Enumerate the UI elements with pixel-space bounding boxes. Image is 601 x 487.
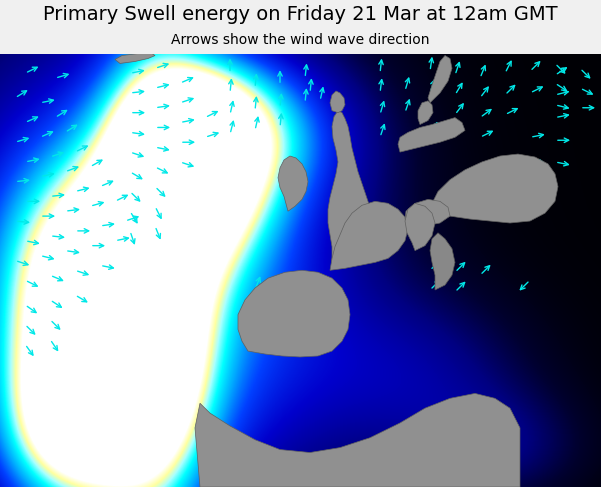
Text: Primary Swell energy on Friday 21 Mar at 12am GMT: Primary Swell energy on Friday 21 Mar at… (43, 5, 558, 24)
Polygon shape (430, 154, 558, 223)
Polygon shape (430, 233, 455, 290)
Polygon shape (115, 54, 155, 63)
Polygon shape (195, 393, 520, 487)
Polygon shape (405, 199, 450, 226)
Polygon shape (330, 201, 408, 270)
Polygon shape (398, 117, 465, 152)
Polygon shape (405, 203, 435, 251)
Polygon shape (328, 111, 372, 262)
Polygon shape (418, 101, 433, 125)
Polygon shape (428, 56, 452, 103)
Text: Arrows show the wind wave direction: Arrows show the wind wave direction (171, 33, 430, 47)
Polygon shape (238, 270, 350, 357)
Polygon shape (278, 156, 308, 211)
Polygon shape (330, 91, 345, 112)
